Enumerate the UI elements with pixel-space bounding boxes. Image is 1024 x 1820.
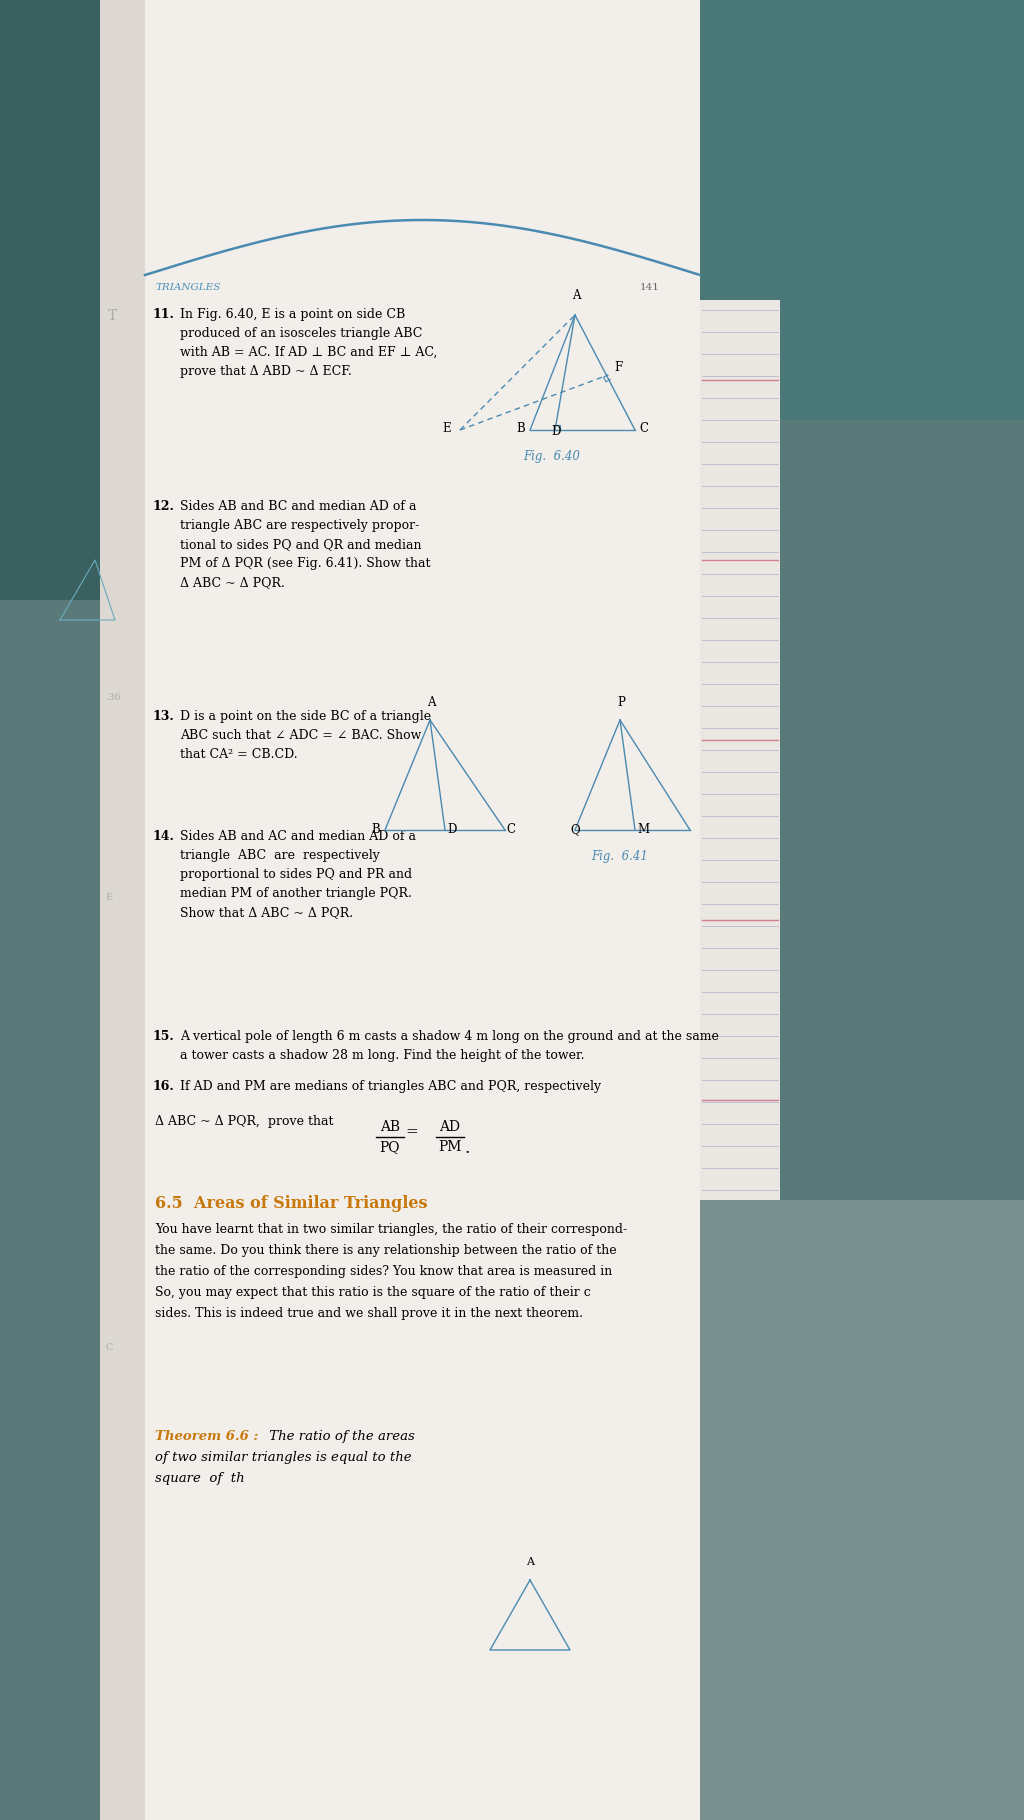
Polygon shape (700, 1199, 1024, 1820)
Text: AB: AB (380, 1119, 400, 1134)
Text: C: C (506, 823, 515, 835)
Text: A: A (526, 1556, 534, 1567)
Text: triangle  ABC  are  respectively: triangle ABC are respectively (180, 848, 380, 863)
Text: D: D (447, 823, 457, 835)
Polygon shape (100, 0, 145, 1820)
Text: tional to sides PQ and QR and median: tional to sides PQ and QR and median (180, 539, 422, 551)
Text: D: D (551, 426, 561, 439)
Text: 15.: 15. (152, 1030, 174, 1043)
Text: A: A (571, 289, 581, 302)
Text: =: = (406, 1125, 419, 1139)
Text: A vertical pole of length 6 m casts a shadow 4 m long on the ground and at the s: A vertical pole of length 6 m casts a sh… (180, 1030, 719, 1043)
Text: PM of Δ PQR (see Fig. 6.41). Show that: PM of Δ PQR (see Fig. 6.41). Show that (180, 557, 430, 570)
Text: .36: .36 (105, 693, 121, 703)
Polygon shape (700, 300, 780, 1199)
Text: 11.: 11. (152, 308, 174, 320)
Text: In Fig. 6.40, E is a point on side CB: In Fig. 6.40, E is a point on side CB (180, 308, 406, 320)
Text: proportional to sides PQ and PR and: proportional to sides PQ and PR and (180, 868, 412, 881)
Text: Q: Q (570, 823, 580, 835)
Text: Sides AB and AC and median AD of a: Sides AB and AC and median AD of a (180, 830, 416, 843)
Text: prove that Δ ABD ~ Δ ECF.: prove that Δ ABD ~ Δ ECF. (180, 366, 352, 379)
Text: 13.: 13. (152, 710, 174, 723)
Text: AD: AD (439, 1119, 461, 1134)
Text: that CA² = CB.CD.: that CA² = CB.CD. (180, 748, 298, 761)
Text: C: C (639, 422, 648, 435)
Text: PM: PM (438, 1139, 462, 1154)
Text: produced of an isosceles triangle ABC: produced of an isosceles triangle ABC (180, 328, 422, 340)
Polygon shape (100, 0, 700, 1820)
Text: Fig.  6.41: Fig. 6.41 (592, 850, 648, 863)
Text: Δ ABC ~ Δ PQR.: Δ ABC ~ Δ PQR. (180, 575, 285, 590)
Text: a tower casts a shadow 28 m long. Find the height of the tower.: a tower casts a shadow 28 m long. Find t… (180, 1048, 585, 1063)
Text: So, you may expect that this ratio is the square of the ratio of their c: So, you may expect that this ratio is th… (155, 1287, 591, 1299)
Text: 14.: 14. (152, 830, 174, 843)
Text: Theorem 6.6 :: Theorem 6.6 : (155, 1431, 258, 1443)
Text: P: P (617, 695, 625, 710)
Text: Sides AB and BC and median AD of a: Sides AB and BC and median AD of a (180, 501, 417, 513)
Text: The ratio of the areas: The ratio of the areas (265, 1431, 415, 1443)
Text: D is a point on the side BC of a triangle: D is a point on the side BC of a triangl… (180, 710, 431, 723)
Text: ABC such that ∠ ADC = ∠ BAC. Show: ABC such that ∠ ADC = ∠ BAC. Show (180, 730, 421, 743)
Text: median PM of another triangle PQR.: median PM of another triangle PQR. (180, 886, 412, 901)
Text: square  of  th: square of th (155, 1472, 245, 1485)
Polygon shape (0, 0, 1024, 420)
Text: Fig.  6.40: Fig. 6.40 (523, 450, 581, 462)
Text: 141: 141 (640, 282, 660, 291)
Text: PQ: PQ (380, 1139, 400, 1154)
Text: A: A (427, 695, 435, 710)
Text: If AD and PM are medians of triangles ABC and PQR, respectively: If AD and PM are medians of triangles AB… (180, 1079, 601, 1094)
Text: 12.: 12. (152, 501, 174, 513)
Text: E: E (105, 894, 112, 903)
Text: with AB = AC. If AD ⊥ BC and EF ⊥ AC,: with AB = AC. If AD ⊥ BC and EF ⊥ AC, (180, 346, 437, 359)
Text: sides. This is indeed true and we shall prove it in the next theorem.: sides. This is indeed true and we shall … (155, 1307, 583, 1320)
Text: 6.5  Areas of Similar Triangles: 6.5 Areas of Similar Triangles (155, 1196, 427, 1212)
Text: T: T (108, 309, 118, 322)
Text: M: M (637, 823, 649, 835)
Text: Δ ABC ~ Δ PQR,  prove that: Δ ABC ~ Δ PQR, prove that (155, 1116, 334, 1128)
Text: B: B (516, 422, 524, 435)
Text: Show that Δ ABC ~ Δ PQR.: Show that Δ ABC ~ Δ PQR. (180, 906, 353, 919)
Text: You have learnt that in two similar triangles, the ratio of their correspond-: You have learnt that in two similar tria… (155, 1223, 627, 1236)
Text: TRIANGLES: TRIANGLES (155, 282, 220, 291)
Polygon shape (0, 0, 120, 601)
Text: the ratio of the corresponding sides? You know that area is measured in: the ratio of the corresponding sides? Yo… (155, 1265, 612, 1278)
Text: E: E (442, 422, 451, 435)
Text: 16.: 16. (152, 1079, 174, 1094)
Text: of two similar triangles is equal to the: of two similar triangles is equal to the (155, 1451, 412, 1463)
Text: B: B (371, 823, 380, 835)
Text: the same. Do you think there is any relationship between the ratio of the: the same. Do you think there is any rela… (155, 1245, 616, 1258)
Text: C: C (105, 1343, 113, 1352)
Text: F: F (614, 360, 623, 373)
Text: triangle ABC are respectively propor-: triangle ABC are respectively propor- (180, 519, 419, 531)
Text: .: . (464, 1139, 470, 1158)
